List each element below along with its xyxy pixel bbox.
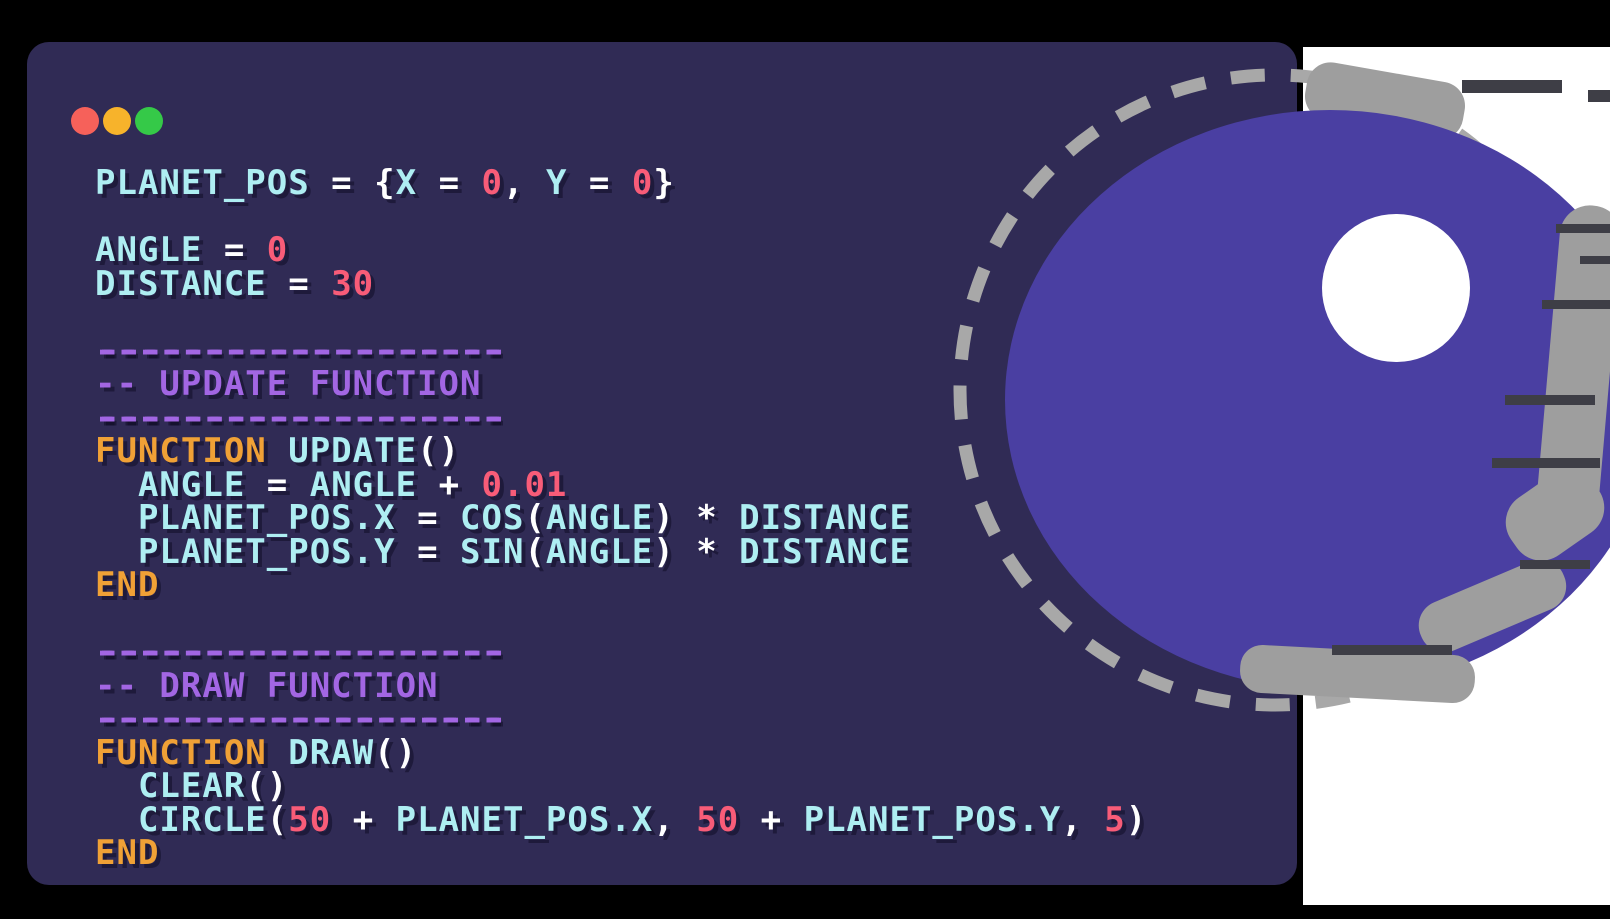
code-token: DISTANCE (95, 263, 267, 304)
code-token: ANGLE (137, 464, 246, 505)
code-token: END (95, 565, 160, 605)
code-line (95, 201, 1147, 235)
code-token: ------------------- (95, 330, 503, 371)
code-line: ANGLE = ANGLE + 0.01 (95, 468, 1147, 503)
code-token: PLANET_POS (95, 163, 310, 203)
code-token: 50 (288, 799, 332, 840)
code-token: UPDATE (288, 431, 418, 471)
sketch-streaks (1332, 80, 1610, 655)
code-token: ------------------- (95, 397, 503, 438)
code-token: DRAW (288, 732, 375, 773)
code-token: ------------------- (95, 632, 503, 672)
maximize-button[interactable] (135, 107, 163, 135)
code-line: FUNCTION DRAW() (95, 736, 1147, 771)
code-token: ) * (653, 531, 740, 572)
code-line (95, 603, 1147, 637)
code-token: ANGLE (545, 498, 654, 538)
code-line: CLEAR() (95, 769, 1147, 804)
code-line: ANGLE = 0 (95, 233, 1147, 268)
code-line: ------------------- (95, 401, 1147, 436)
code-token: 5 (1104, 799, 1126, 840)
code-token: CIRCLE (137, 799, 267, 840)
minimize-button[interactable] (103, 107, 131, 135)
code-token: = (309, 163, 375, 203)
code-token: -- UPDATE FUNCTION (95, 364, 482, 404)
code-token: COS (460, 498, 525, 538)
code-token: = (266, 263, 332, 304)
code-token: FUNCTION (95, 431, 289, 471)
code-token: ANGLE (95, 230, 203, 270)
code-token: SIN (460, 531, 525, 572)
code-token: = (567, 163, 632, 203)
code-token: = (245, 464, 310, 505)
code-token: ANGLE (545, 531, 654, 572)
code-line: FUNCTION UPDATE() (95, 434, 1147, 469)
code-token: ( (524, 531, 546, 572)
code-token: ( (524, 498, 546, 538)
code-token: X (395, 163, 418, 203)
code-token: { (374, 163, 396, 203)
code-token: , (653, 799, 697, 840)
code-token: = (202, 230, 267, 270)
code-line: PLANET_POS = {X = 0, Y = 0} (95, 166, 1147, 201)
code-token: 0 (631, 163, 654, 203)
code-token: 30 (331, 263, 375, 304)
code-token: ( (266, 799, 289, 840)
code-token: , (503, 163, 546, 203)
code-line: PLANET_POS.X = COS(ANGLE) * DISTANCE (95, 501, 1147, 536)
code-token: ) (1125, 799, 1148, 840)
code-token: ------------------- (95, 699, 503, 739)
code-line (95, 301, 1147, 335)
code-token: END (95, 833, 160, 873)
code-token: Y (545, 163, 568, 203)
code-token: -- DRAW FUNCTION (95, 665, 439, 706)
code-token: FUNCTION (95, 732, 289, 773)
code-token: + (331, 799, 396, 840)
code-token: , (1061, 799, 1105, 840)
code-editor-window: PLANET_POS = {X = 0, Y = 0} ANGLE = 0 DIST… (27, 42, 1297, 885)
code-token: + (739, 799, 804, 840)
code-line: -- DRAW FUNCTION (95, 669, 1147, 704)
code-token: () (245, 766, 289, 806)
code-token: = (417, 163, 482, 203)
code-area[interactable]: PLANET_POS = {X = 0, Y = 0} ANGLE = 0 DIST… (95, 166, 1147, 871)
code-token: () (417, 431, 461, 471)
code-line: DISTANCE = 30 (95, 267, 1147, 302)
code-token: 0 (266, 230, 289, 270)
illustration-background-panel (1303, 47, 1610, 905)
code-line: END (95, 836, 1147, 871)
moon (1322, 214, 1470, 362)
code-token: 0.01 (481, 464, 568, 505)
code-line: END (95, 568, 1147, 603)
code-token: = (395, 498, 461, 538)
code-token: = (395, 531, 461, 572)
code-line: -- UPDATE FUNCTION (95, 367, 1147, 402)
code-token: PLANET_POS.Y (803, 799, 1062, 840)
code-line: CIRCLE(50 + PLANET_POS.X, 50 + PLANET_PO… (95, 803, 1147, 838)
code-token: 0 (481, 163, 503, 203)
window-controls (71, 107, 163, 135)
code-token: DISTANCE (739, 498, 911, 538)
close-button[interactable] (71, 107, 99, 135)
code-token: PLANET_POS.X (395, 799, 654, 840)
code-line: ------------------- (95, 635, 1147, 670)
code-line: ------------------- (95, 702, 1147, 737)
code-line: ------------------- (95, 334, 1147, 369)
code-token: ANGLE (309, 464, 418, 505)
code-token: + (417, 464, 482, 505)
code-token: 50 (696, 799, 740, 840)
code-token: PLANET_POS.X (137, 498, 396, 538)
code-token: () (374, 732, 418, 773)
code-line: PLANET_POS.Y = SIN(ANGLE) * DISTANCE (95, 535, 1147, 570)
code-token: DISTANCE (739, 531, 911, 572)
orbit-sketch-top (1304, 62, 1466, 140)
code-token: CLEAR (137, 766, 246, 806)
code-token: ) * (653, 498, 740, 538)
code-token: PLANET_POS.Y (137, 531, 396, 572)
code-token: } (653, 163, 675, 203)
